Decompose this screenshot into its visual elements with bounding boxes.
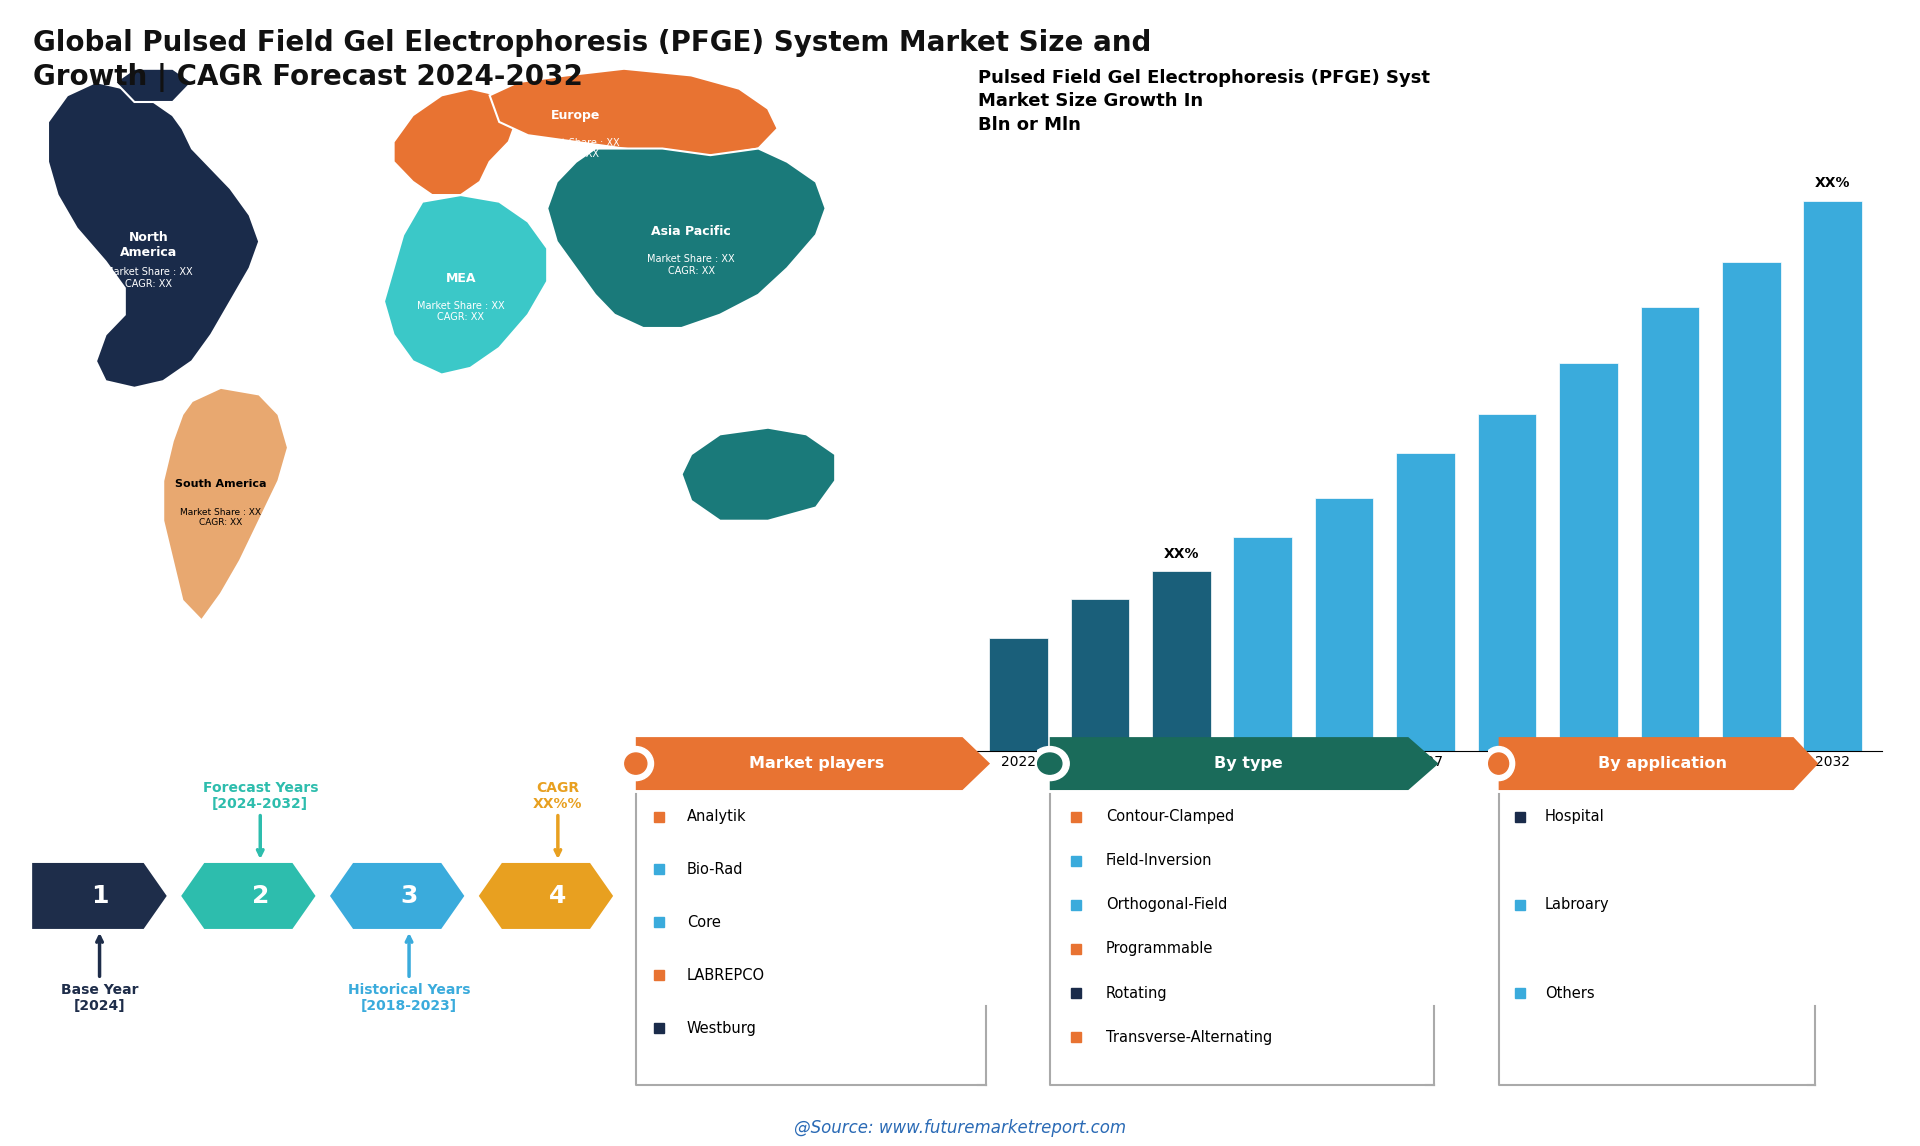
Polygon shape	[180, 862, 317, 931]
Bar	[1803, 201, 1862, 751]
Bar	[1478, 414, 1536, 751]
Polygon shape	[547, 149, 826, 328]
Text: Core: Core	[687, 915, 720, 929]
Text: Market Share : XX
CAGR: XX: Market Share : XX CAGR: XX	[647, 254, 735, 276]
Text: CAGR
XX%%: CAGR XX%%	[534, 780, 582, 811]
Text: Base Year
[2024]: Base Year [2024]	[61, 983, 138, 1013]
Text: Historical Years
[2018-2023]: Historical Years [2018-2023]	[348, 983, 470, 1013]
Text: Transverse-Alternating: Transverse-Alternating	[1106, 1029, 1273, 1045]
Text: 1: 1	[90, 884, 108, 908]
Text: Market Share : XX
CAGR: XX: Market Share : XX CAGR: XX	[532, 138, 620, 159]
Text: XX%: XX%	[1814, 176, 1851, 190]
Text: Growth | CAGR Forecast 2024-2032: Growth | CAGR Forecast 2024-2032	[33, 63, 582, 92]
Text: Global Pulsed Field Gel Electrophoresis (PFGE) System Market Size and: Global Pulsed Field Gel Electrophoresis …	[33, 29, 1150, 56]
Bar	[1640, 307, 1699, 751]
Polygon shape	[384, 195, 547, 375]
Text: North
America: North America	[121, 230, 177, 259]
Text: Rotating: Rotating	[1106, 986, 1167, 1000]
Bar	[1559, 363, 1619, 751]
Bar	[989, 638, 1048, 751]
Circle shape	[618, 746, 653, 780]
Bar	[1396, 453, 1455, 751]
Polygon shape	[328, 862, 465, 931]
Polygon shape	[394, 88, 518, 195]
Bar	[1233, 537, 1292, 751]
Text: Hospital: Hospital	[1546, 809, 1605, 824]
Polygon shape	[1500, 737, 1818, 790]
Text: Field-Inversion: Field-Inversion	[1106, 853, 1212, 869]
Circle shape	[1488, 753, 1509, 775]
Text: Contour-Clamped: Contour-Clamped	[1106, 809, 1235, 824]
Bar	[1315, 499, 1373, 751]
Polygon shape	[1050, 737, 1438, 790]
Text: Others: Others	[1546, 986, 1594, 1000]
Text: 2: 2	[252, 884, 269, 908]
Polygon shape	[682, 427, 835, 520]
Text: Orthogonal-Field: Orthogonal-Field	[1106, 897, 1227, 912]
Text: Forecast Years
[2024-2032]: Forecast Years [2024-2032]	[202, 780, 319, 811]
Text: XX%: XX%	[1164, 547, 1200, 560]
Text: Asia Pacific: Asia Pacific	[651, 225, 732, 238]
Bar	[1152, 571, 1212, 751]
Text: Labroary: Labroary	[1546, 897, 1609, 912]
Text: Market Share : XX
CAGR: XX: Market Share : XX CAGR: XX	[180, 508, 261, 527]
Text: LABREPCO: LABREPCO	[687, 968, 764, 983]
Text: Westburg: Westburg	[687, 1021, 756, 1036]
Text: Analytik: Analytik	[687, 809, 747, 824]
Text: 3: 3	[401, 884, 419, 908]
Circle shape	[1482, 746, 1515, 780]
Text: South America: South America	[175, 479, 267, 489]
Circle shape	[1037, 753, 1062, 775]
Polygon shape	[478, 862, 614, 931]
Text: MEA: MEA	[445, 272, 476, 284]
Text: Market Share : XX
CAGR: XX: Market Share : XX CAGR: XX	[417, 300, 505, 322]
Text: Europe: Europe	[551, 109, 601, 121]
Circle shape	[1031, 746, 1069, 780]
Text: 4: 4	[549, 884, 566, 908]
Text: Market Share : XX
CAGR: XX: Market Share : XX CAGR: XX	[106, 267, 192, 289]
Polygon shape	[31, 862, 167, 931]
Bar	[1071, 599, 1129, 751]
Text: By application: By application	[1597, 756, 1726, 771]
Polygon shape	[163, 387, 288, 620]
Polygon shape	[115, 69, 192, 102]
Bar	[1722, 262, 1780, 751]
Polygon shape	[490, 69, 778, 155]
Text: Programmable: Programmable	[1106, 941, 1213, 957]
Polygon shape	[48, 83, 259, 387]
Polygon shape	[636, 737, 991, 790]
Text: @Source: www.futuremarketreport.com: @Source: www.futuremarketreport.com	[795, 1118, 1125, 1137]
Text: Bio-Rad: Bio-Rad	[687, 862, 743, 877]
Text: By type: By type	[1213, 756, 1283, 771]
Circle shape	[624, 753, 647, 775]
Text: Pulsed Field Gel Electrophoresis (PFGE) Syst
Market Size Growth In
Bln or Mln: Pulsed Field Gel Electrophoresis (PFGE) …	[977, 69, 1430, 134]
Text: Market players: Market players	[749, 756, 885, 771]
